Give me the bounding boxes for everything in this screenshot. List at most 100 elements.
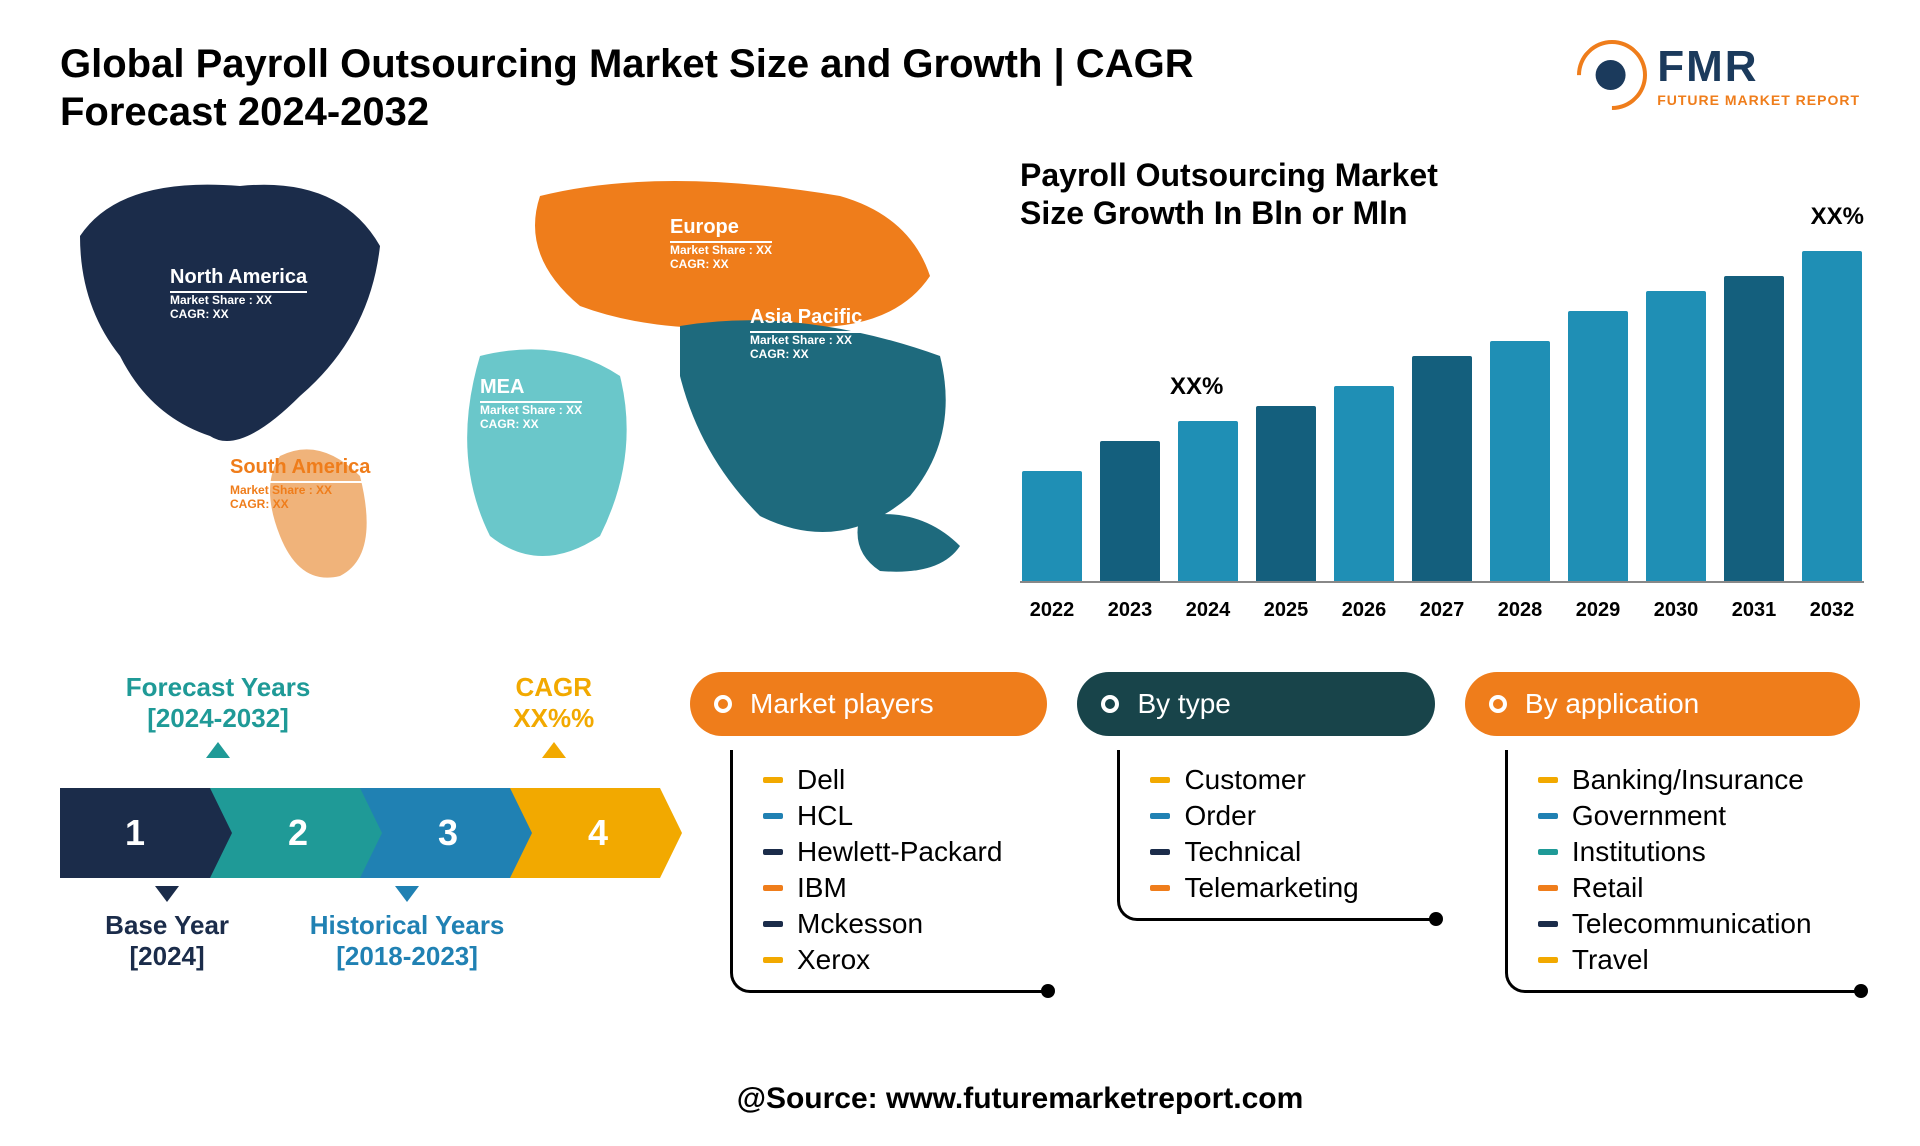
- by-application-col: By application Banking/Insurance Governme…: [1465, 672, 1860, 993]
- list-item-label: Government: [1572, 800, 1726, 832]
- by-type-col: By type Customer Order Technical Telemarket…: [1077, 672, 1434, 993]
- bar-2031: [1722, 276, 1786, 581]
- market-players-col: Market players Dell HCL Hewlett-Packard IBM…: [690, 672, 1047, 993]
- bar: [1412, 356, 1472, 581]
- by-type-list: Customer Order Technical Telemarketing: [1117, 750, 1434, 921]
- chart-bars: XX% XX%: [1020, 243, 1864, 583]
- bar: [1490, 341, 1550, 581]
- list-item-label: IBM: [797, 872, 847, 904]
- chart-right-pct: XX%: [1811, 203, 1864, 231]
- list-item: Order: [1150, 800, 1434, 832]
- tick-icon: [1538, 921, 1558, 927]
- map-svg: [60, 156, 980, 586]
- bar-2029: [1566, 311, 1630, 581]
- list-item: Retail: [1538, 872, 1860, 904]
- pill-dot-icon: [714, 695, 732, 713]
- bar-2025: [1254, 406, 1318, 581]
- chevron-step-3: 3: [360, 788, 510, 878]
- fmr-logo: FMR FUTURE MARKET REPORT: [1577, 40, 1860, 110]
- list-item-label: HCL: [797, 800, 853, 832]
- tick-icon: [1538, 849, 1558, 855]
- bar-year-label: 2031: [1722, 599, 1786, 622]
- chevron-step-2: 2: [210, 788, 360, 878]
- bar-year-label: 2029: [1566, 599, 1630, 622]
- bar-2028: [1488, 341, 1552, 581]
- bar: [1100, 441, 1160, 581]
- list-item: Customer: [1150, 764, 1434, 796]
- region-asia-pacific: Asia PacificMarket Share : XXCAGR: XX: [750, 306, 862, 361]
- tick-icon: [1150, 813, 1170, 819]
- triangle-down-icon: [155, 886, 179, 902]
- by-application-pill: By application: [1465, 672, 1860, 736]
- bar-year-label: 2023: [1098, 599, 1162, 622]
- pill-dot-icon: [1101, 695, 1119, 713]
- list-item: Institutions: [1538, 836, 1860, 868]
- list-item: Travel: [1538, 944, 1860, 976]
- bar: [1802, 251, 1862, 581]
- pill-title: By application: [1525, 688, 1699, 720]
- list-item: Hewlett-Packard: [763, 836, 1047, 868]
- world-map: North AmericaMarket Share : XXCAGR: XXSo…: [60, 156, 980, 586]
- tick-icon: [763, 921, 783, 927]
- list-item-label: Dell: [797, 764, 845, 796]
- cagr-label: CAGR XX%%: [513, 672, 594, 734]
- tick-icon: [1150, 885, 1170, 891]
- market-players-pill: Market players: [690, 672, 1047, 736]
- list-item-label: Telemarketing: [1184, 872, 1358, 904]
- source-footer: @Source: www.futuremarketreport.com: [60, 1082, 1920, 1116]
- tick-icon: [763, 849, 783, 855]
- bar: [1334, 386, 1394, 581]
- list-item-label: Telecommunication: [1572, 908, 1812, 940]
- bar-year-label: 2027: [1410, 599, 1474, 622]
- logo-icon: [1563, 26, 1662, 125]
- list-item-label: Retail: [1572, 872, 1644, 904]
- bar-year-label: 2026: [1332, 599, 1396, 622]
- bar-2026: [1332, 386, 1396, 581]
- region-europe: EuropeMarket Share : XXCAGR: XX: [670, 216, 772, 271]
- by-type-pill: By type: [1077, 672, 1434, 736]
- bar-2023: [1098, 441, 1162, 581]
- list-item-label: Xerox: [797, 944, 870, 976]
- list-item: Dell: [763, 764, 1047, 796]
- list-item-label: Banking/Insurance: [1572, 764, 1804, 796]
- triangle-up-icon: [542, 742, 566, 758]
- region-mea: MEAMarket Share : XXCAGR: XX: [480, 376, 582, 431]
- bar-2032: [1800, 251, 1864, 581]
- tick-icon: [1150, 777, 1170, 783]
- pill-title: Market players: [750, 688, 934, 720]
- bar-year-label: 2028: [1488, 599, 1552, 622]
- base-year-label: Base Year [2024]: [105, 910, 229, 972]
- historical-label: Historical Years [2018-2023]: [310, 910, 505, 972]
- bar-2027: [1410, 356, 1474, 581]
- list-item: Xerox: [763, 944, 1047, 976]
- bar-year-label: 2030: [1644, 599, 1708, 622]
- triangle-down-icon: [395, 886, 419, 902]
- header: Global Payroll Outsourcing Market Size a…: [60, 40, 1860, 136]
- tick-icon: [1538, 957, 1558, 963]
- chevron-step-4: 4: [510, 788, 660, 878]
- pill-dot-icon: [1489, 695, 1507, 713]
- list-item-label: Customer: [1184, 764, 1305, 796]
- page-title: Global Payroll Outsourcing Market Size a…: [60, 40, 1360, 136]
- list-item-label: Technical: [1184, 836, 1301, 868]
- chart-title: Payroll Outsourcing Market Size Growth I…: [1020, 156, 1500, 233]
- region-north-america: North AmericaMarket Share : XXCAGR: XX: [170, 266, 307, 321]
- timeline: Forecast Years [2024-2032] CAGR XX%% 123…: [60, 672, 660, 993]
- list-item: IBM: [763, 872, 1047, 904]
- chart-left-pct: XX%: [1170, 373, 1223, 401]
- tick-icon: [1538, 777, 1558, 783]
- list-item-label: Order: [1184, 800, 1256, 832]
- bar-2022: [1020, 471, 1084, 581]
- list-item: Mckesson: [763, 908, 1047, 940]
- bar: [1256, 406, 1316, 581]
- list-item-label: Institutions: [1572, 836, 1706, 868]
- bar: [1178, 421, 1238, 581]
- forecast-label: Forecast Years [2024-2032]: [126, 672, 311, 734]
- list-item: Technical: [1150, 836, 1434, 868]
- bar: [1724, 276, 1784, 581]
- list-item-label: Travel: [1572, 944, 1649, 976]
- bar: [1568, 311, 1628, 581]
- by-application-list: Banking/Insurance Government Institutions R…: [1505, 750, 1860, 993]
- list-item: Government: [1538, 800, 1860, 832]
- tick-icon: [763, 957, 783, 963]
